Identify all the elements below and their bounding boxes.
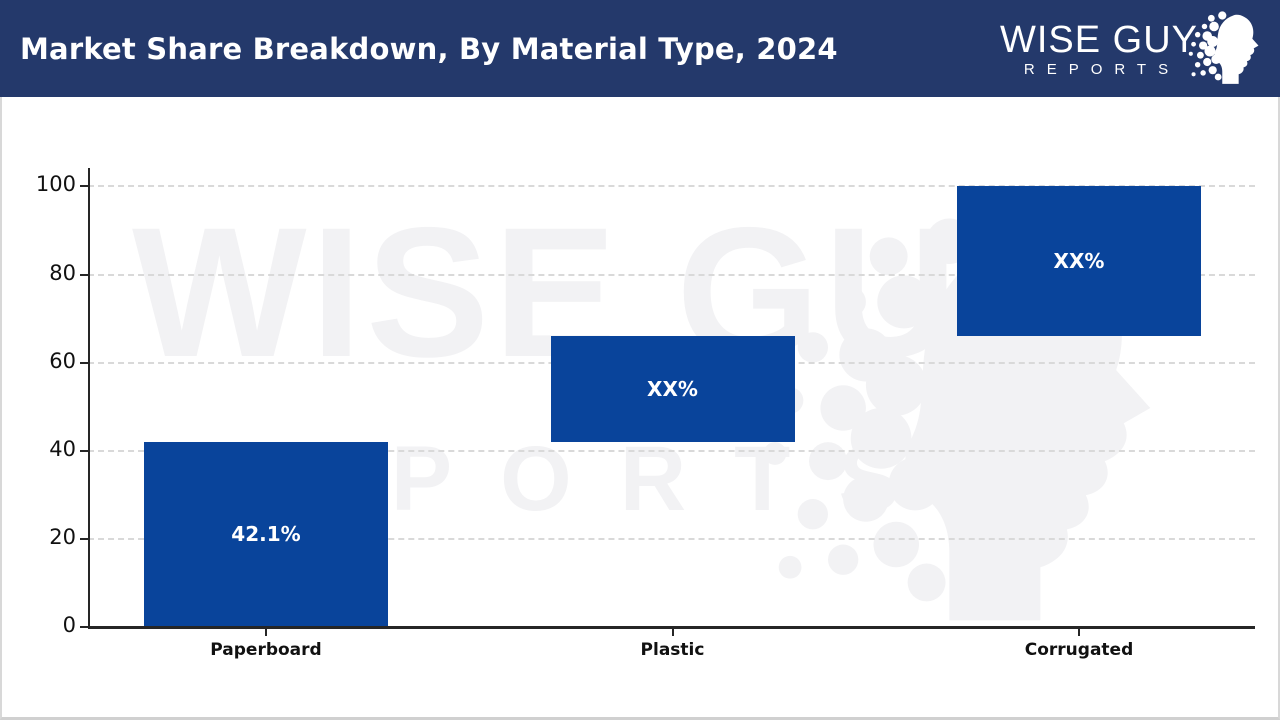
x-axis-tick xyxy=(671,628,674,636)
y-gridline xyxy=(88,185,1255,188)
y-axis-tick xyxy=(80,449,88,452)
wise-guy-logo: WISE GUY REPORTS xyxy=(1000,9,1266,89)
x-axis-tick xyxy=(265,628,267,636)
chart-title: Market Share Breakdown, By Material Type… xyxy=(20,31,838,66)
x-axis-category-label: Plastic xyxy=(640,640,705,660)
y-axis-tick-label: 80 xyxy=(49,260,76,285)
y-axis-tick-label: 20 xyxy=(49,524,76,549)
bar-paperboard: 42.1% xyxy=(144,441,388,627)
y-axis-tick xyxy=(80,361,88,364)
chart-area: WISE GUY REPORTS 0 20 40 60 80 100 42.1% XX% XX%… xyxy=(0,97,1280,720)
logo-line2: REPORTS xyxy=(1023,60,1181,78)
y-gridline xyxy=(88,273,1255,276)
logo-line1: WISE GUY xyxy=(999,18,1198,61)
y-gridline xyxy=(88,449,1255,452)
x-axis-category-label: Corrugated xyxy=(1024,640,1134,660)
y-axis-tick-label: 100 xyxy=(35,172,76,197)
y-axis-tick-label: 40 xyxy=(49,436,76,461)
y-axis-tick xyxy=(80,185,88,188)
y-axis-tick xyxy=(80,273,88,276)
y-axis-tick-label: 0 xyxy=(62,613,76,637)
y-axis-tick xyxy=(80,537,88,540)
y-axis-tick-label: 60 xyxy=(49,348,76,373)
bar-value-label: XX% xyxy=(647,376,698,401)
bar-value-label: XX% xyxy=(1053,249,1105,274)
logo-wordmark: WISE GUY REPORTS xyxy=(1000,21,1198,77)
header-bar: Market Share Breakdown, By Material Type… xyxy=(0,0,1280,97)
y-gridline xyxy=(88,537,1255,540)
y-axis-spine xyxy=(88,168,90,629)
x-axis-tick xyxy=(1078,628,1080,636)
bar-plastic: XX% xyxy=(550,336,795,442)
bar-value-label: 42.1% xyxy=(231,522,301,547)
x-axis-category-label: Paperboard xyxy=(210,640,322,660)
y-axis-tick xyxy=(80,626,88,628)
x-axis-spine xyxy=(88,626,1255,629)
plot-area: 0 20 40 60 80 100 42.1% XX% XX% Paperboard Plastic… xyxy=(2,97,1278,717)
bar-corrugated: XX% xyxy=(957,186,1201,337)
